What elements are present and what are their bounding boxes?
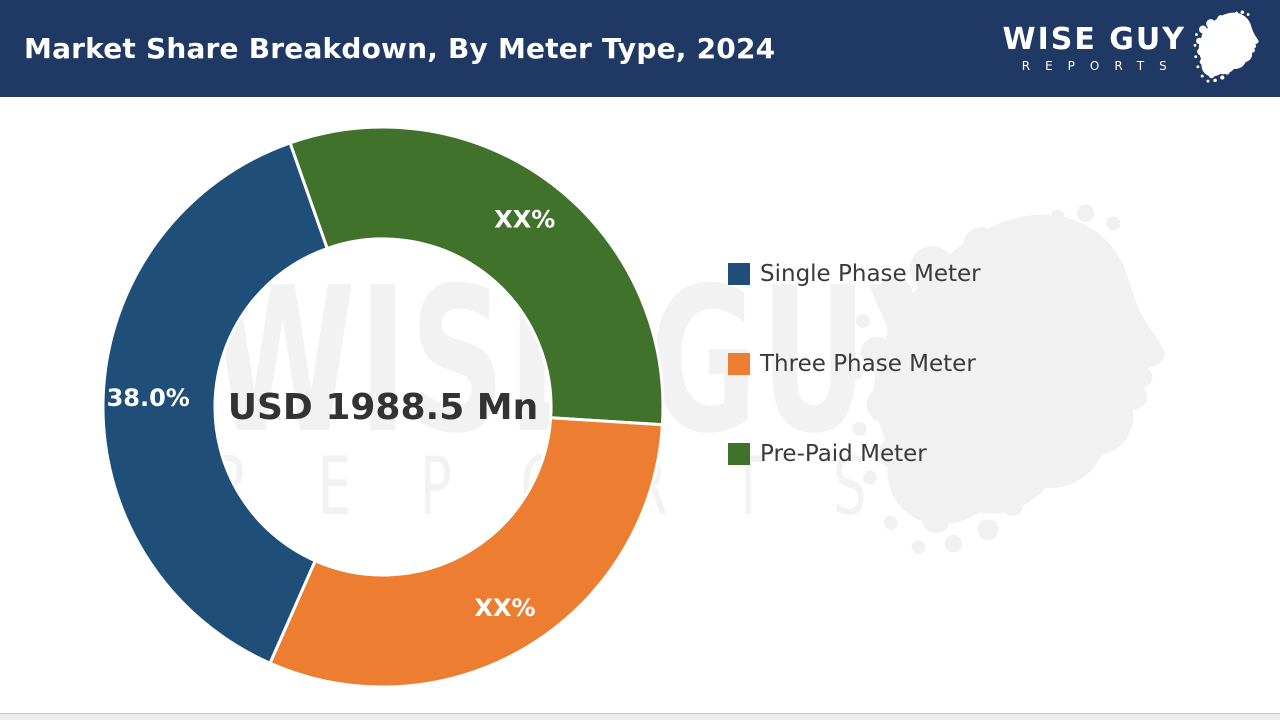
legend-label: Three Phase Meter — [760, 351, 976, 377]
segment-single-phase-meter[interactable] — [101, 141, 329, 665]
legend-item-three-phase-meter[interactable]: Three Phase Meter — [728, 351, 976, 377]
brand-face-icon — [1193, 10, 1259, 83]
legend-item-single-phase-meter[interactable]: Single Phase Meter — [728, 261, 981, 287]
header-bar: Market Share Breakdown, By Meter Type, 2… — [0, 0, 1280, 97]
chart-center-value: USD 1988.5 Mn — [227, 386, 539, 428]
bottom-divider — [0, 713, 1280, 720]
legend-swatch-pre-paid — [728, 443, 750, 465]
legend-swatch-three-phase — [728, 353, 750, 375]
legend-label: Single Phase Meter — [760, 261, 981, 287]
legend-label: Pre-Paid Meter — [760, 441, 927, 467]
segment-pre-paid-meter[interactable] — [288, 125, 665, 427]
legend-item-pre-paid-meter[interactable]: Pre-Paid Meter — [728, 441, 927, 467]
brand-name: WISE GUY — [1002, 22, 1186, 57]
page-title: Market Share Breakdown, By Meter Type, 2… — [24, 32, 776, 65]
segment-label: XX% — [494, 206, 555, 234]
donut-chart: XX% XX% 38.0% — [101, 125, 665, 689]
segment-label: 38.0% — [107, 384, 190, 412]
legend-swatch-single-phase — [728, 263, 750, 285]
brand-subname: REPORTS — [1021, 59, 1182, 73]
segment-three-phase-meter[interactable] — [268, 416, 664, 689]
segment-label: XX% — [474, 594, 535, 622]
watermark-face-icon — [848, 204, 1165, 555]
brand-logo: WISE GUY REPORTS — [1002, 4, 1268, 94]
brand-wordmark: WISE GUY REPORTS — [1002, 22, 1186, 74]
